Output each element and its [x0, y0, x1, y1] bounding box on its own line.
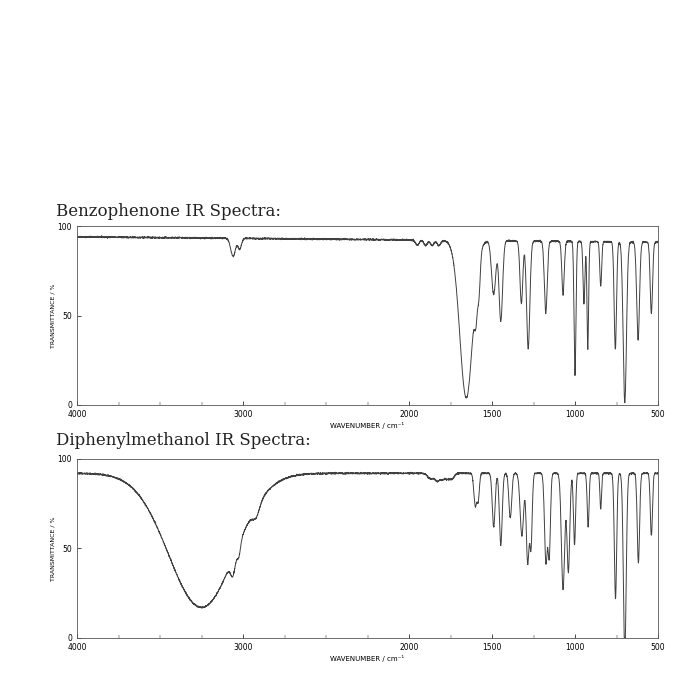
Y-axis label: TRANSMITTANCE / %: TRANSMITTANCE / %: [50, 284, 55, 348]
Text: Benzophenone IR Spectra:: Benzophenone IR Spectra:: [56, 202, 281, 220]
X-axis label: WAVENUMBER / cm⁻¹: WAVENUMBER / cm⁻¹: [330, 422, 405, 429]
X-axis label: WAVENUMBER / cm⁻¹: WAVENUMBER / cm⁻¹: [330, 655, 405, 662]
Y-axis label: TRANSMITTANCE / %: TRANSMITTANCE / %: [50, 516, 55, 580]
Text: Diphenylmethanol IR Spectra:: Diphenylmethanol IR Spectra:: [56, 432, 311, 450]
